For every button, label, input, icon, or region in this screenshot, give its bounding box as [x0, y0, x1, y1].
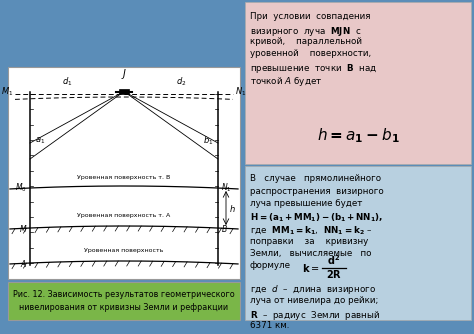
Text: $A$: $A$: [20, 258, 27, 269]
Text: $\mathbf{d}^{\mathbf{2}}$: $\mathbf{d}^{\mathbf{2}}$: [328, 254, 340, 268]
Text: $\mathbf{2R}$: $\mathbf{2R}$: [326, 269, 342, 281]
Text: формуле: формуле: [250, 262, 291, 271]
Text: $M_1$: $M_1$: [0, 86, 13, 98]
Text: $b_1$: $b_1$: [202, 135, 213, 147]
FancyBboxPatch shape: [245, 2, 471, 164]
Text: где  $\mathbf{MM_1 = k_1}$,  $\mathbf{NN_1 = k_2}$ –: где $\mathbf{MM_1 = k_1}$, $\mathbf{NN_1…: [250, 224, 372, 236]
Text: точкой $A$ будет: точкой $A$ будет: [250, 74, 322, 88]
Text: Уровенная поверхность т. В: Уровенная поверхность т. В: [77, 175, 171, 180]
FancyBboxPatch shape: [8, 282, 240, 320]
Text: 6371 км.: 6371 км.: [250, 321, 289, 330]
FancyBboxPatch shape: [119, 89, 129, 94]
Text: $h$: $h$: [229, 202, 236, 213]
FancyBboxPatch shape: [245, 166, 471, 320]
Text: При  условии  совпадения: При условии совпадения: [250, 12, 371, 21]
Text: $N_1$: $N_1$: [235, 86, 246, 98]
Text: луча от нивелира до рейки;: луча от нивелира до рейки;: [250, 296, 378, 305]
Text: $d_1$: $d_1$: [62, 75, 72, 88]
Text: $\mathbf{k} =$: $\mathbf{k} =$: [302, 262, 320, 274]
Text: уровенной    поверхности,: уровенной поверхности,: [250, 49, 371, 58]
Text: где  $d$  –  длина  визирного: где $d$ – длина визирного: [250, 284, 376, 297]
Text: поправки    за    кривизну: поправки за кривизну: [250, 236, 368, 245]
Text: Уровенная поверхность т. А: Уровенная поверхность т. А: [77, 213, 171, 218]
Text: Уровенная поверхность: Уровенная поверхность: [84, 248, 164, 253]
Text: визирного  луча  $\mathbf{MJN}$  с: визирного луча $\mathbf{MJN}$ с: [250, 24, 361, 37]
Text: $M_0$: $M_0$: [15, 182, 27, 194]
Text: $N_1$: $N_1$: [221, 182, 232, 194]
Text: В   случае   прямолинейного: В случае прямолинейного: [250, 174, 381, 183]
Text: $M$: $M$: [18, 222, 27, 233]
Text: $\mathbf{H = (a_1 + MM_1) - (b_1 + NN_1),}$: $\mathbf{H = (a_1 + MM_1) - (b_1 + NN_1)…: [250, 211, 383, 224]
Text: Земли,   вычисляемые   по: Земли, вычисляемые по: [250, 249, 372, 258]
Text: $a_1$: $a_1$: [35, 136, 45, 146]
Text: $d_2$: $d_2$: [176, 75, 186, 88]
Text: $\mathbf{R}$  –  радиус  Земли  равный: $\mathbf{R}$ – радиус Земли равный: [250, 309, 381, 322]
Text: $B$: $B$: [221, 222, 228, 233]
Text: $J$: $J$: [121, 67, 127, 81]
Text: $\mathbf{\mathit{h} = \mathit{a}_1 - \mathit{b}_1}$: $\mathbf{\mathit{h} = \mathit{a}_1 - \ma…: [317, 127, 399, 145]
Text: кривой,    параллельной: кривой, параллельной: [250, 37, 362, 46]
Text: распространения  визирного: распространения визирного: [250, 186, 384, 195]
FancyBboxPatch shape: [8, 67, 240, 279]
Text: превышение  точки  $\mathbf{B}$  над: превышение точки $\mathbf{B}$ над: [250, 62, 378, 75]
Text: луча превышение будет: луча превышение будет: [250, 199, 363, 208]
Text: Рис. 12. Зависимость результатов геометрического
нивелирования от кривизны Земли: Рис. 12. Зависимость результатов геометр…: [13, 290, 235, 312]
